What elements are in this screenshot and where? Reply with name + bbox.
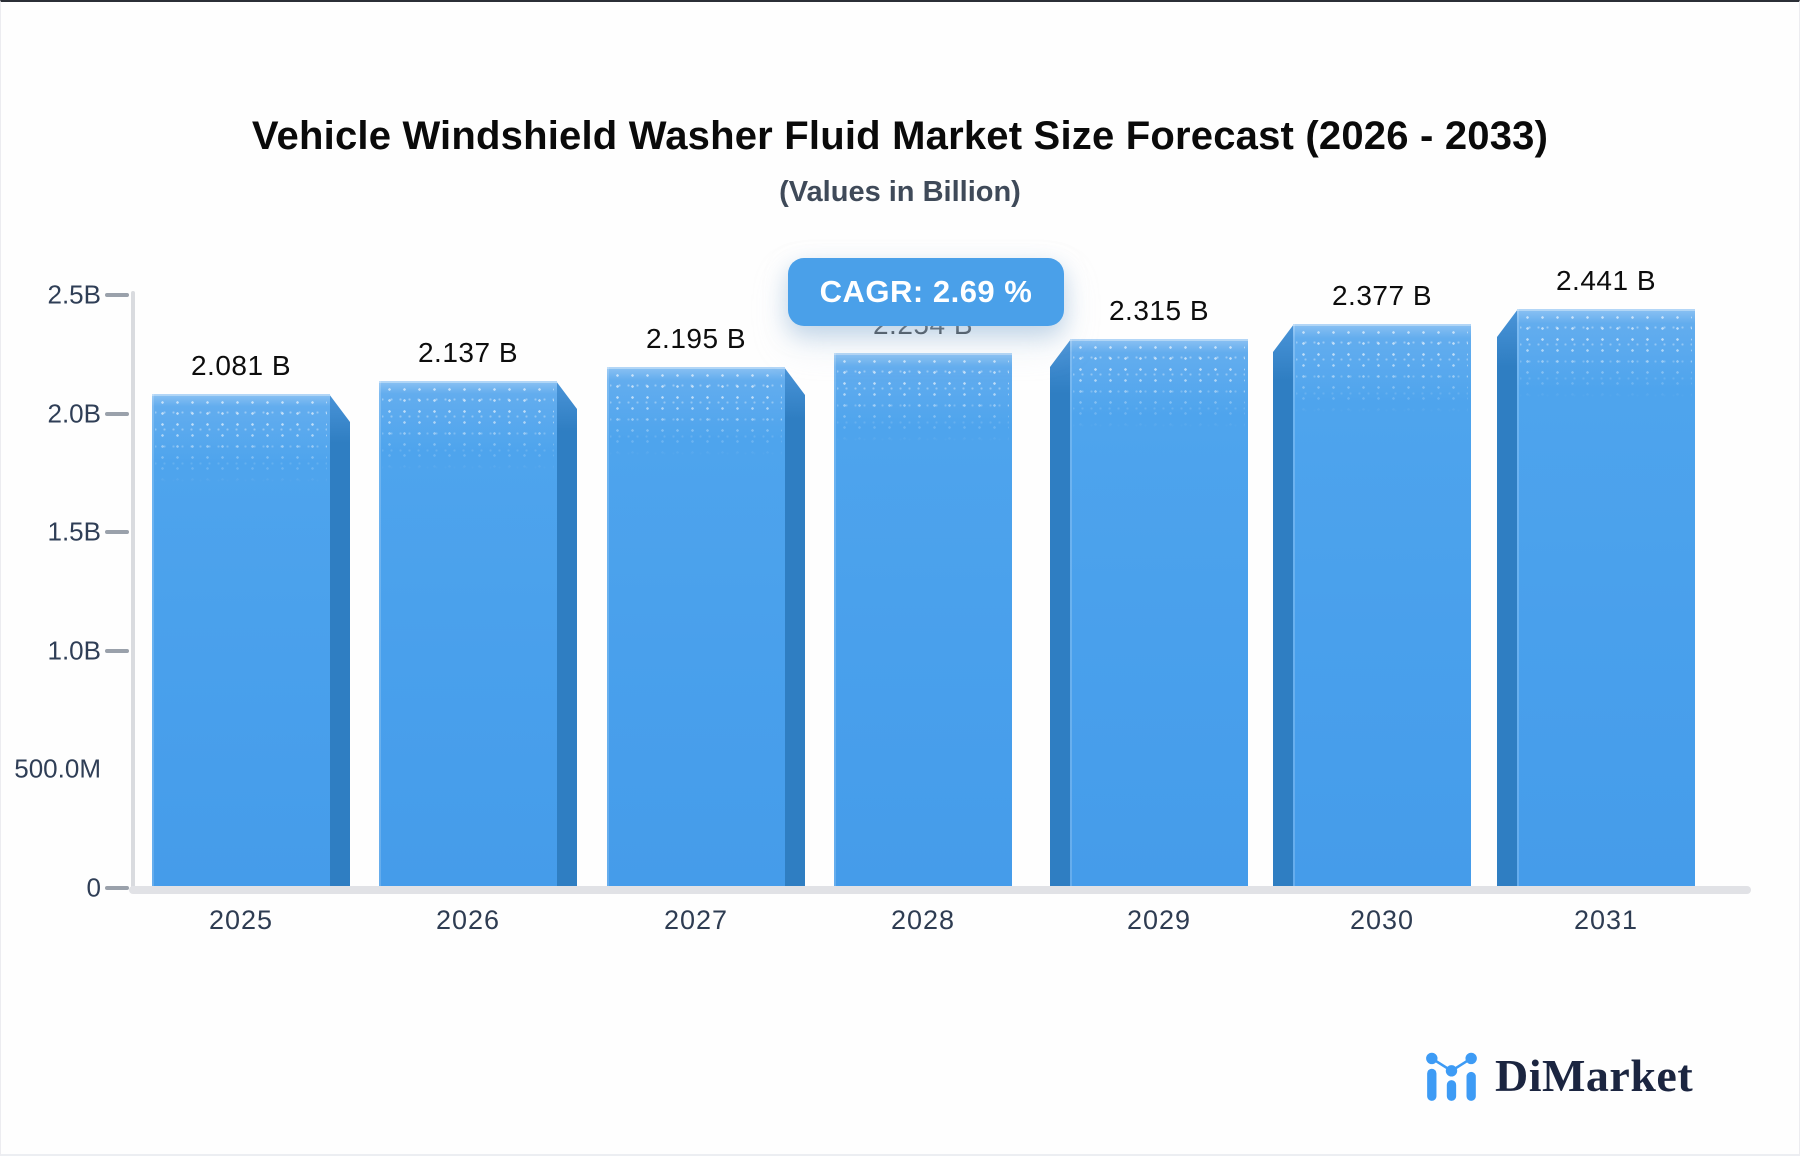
bar-3d-side [1497, 309, 1518, 886]
y-tick-label: 0 [86, 872, 101, 902]
bar-3d-side [1050, 339, 1071, 886]
y-axis-line [131, 291, 135, 892]
x-tick-label: 2028 [890, 905, 956, 935]
y-tick-label: 500.0M [14, 753, 101, 784]
y-tick-label: 2.5B [47, 279, 102, 310]
bar-value-label: 2.195 B [645, 323, 747, 354]
y-tick-label: 1.5B [47, 516, 102, 547]
y-tick-mark [105, 885, 129, 890]
bar-value-label: 2.081 B [190, 350, 292, 381]
y-tick-mark [105, 648, 129, 653]
bar [152, 394, 330, 886]
bar [1293, 324, 1471, 886]
x-tick-label: 2031 [1573, 905, 1639, 935]
bar [1070, 339, 1248, 886]
x-tick-label: 2029 [1126, 905, 1192, 935]
brand-logo-text: DiMarket [1495, 1049, 1694, 1101]
x-tick-label: 2025 [208, 905, 274, 935]
bar-3d-side [329, 394, 350, 886]
bar-value-label: 2.315 B [1108, 295, 1210, 326]
y-tick-mark [105, 530, 129, 534]
x-tick-label: 2030 [1349, 905, 1415, 935]
x-axis-line [129, 886, 1751, 894]
x-tick-label: 2027 [663, 905, 729, 935]
bar-value-label: 2.441 B [1555, 265, 1657, 296]
bar-3d-side [1273, 324, 1294, 886]
bar [607, 367, 785, 886]
x-tick-label: 2026 [435, 905, 501, 935]
cagr-badge: CAGR: 2.69 % [788, 258, 1064, 326]
bar-3d-side [784, 367, 805, 886]
mini-bar-chart-logo-icon [1426, 1052, 1477, 1101]
bar [1517, 309, 1695, 886]
y-tick-mark [105, 293, 129, 297]
brand-logo: DiMarket [1423, 1042, 1693, 1108]
y-tick-mark [105, 411, 129, 416]
y-tick-label: 2.0B [47, 398, 102, 428]
chart-title: Vehicle Windshield Washer Fluid Market S… [251, 114, 1549, 158]
bar [834, 353, 1012, 886]
y-tick-label: 1.0B [47, 635, 102, 665]
bar-3d-side [556, 381, 577, 886]
bar [379, 381, 557, 886]
bar-value-label: 2.137 B [417, 337, 519, 368]
bar-value-label: 2.377 B [1331, 280, 1433, 311]
chart-subtitle: (Values in Billion) [779, 176, 1021, 208]
